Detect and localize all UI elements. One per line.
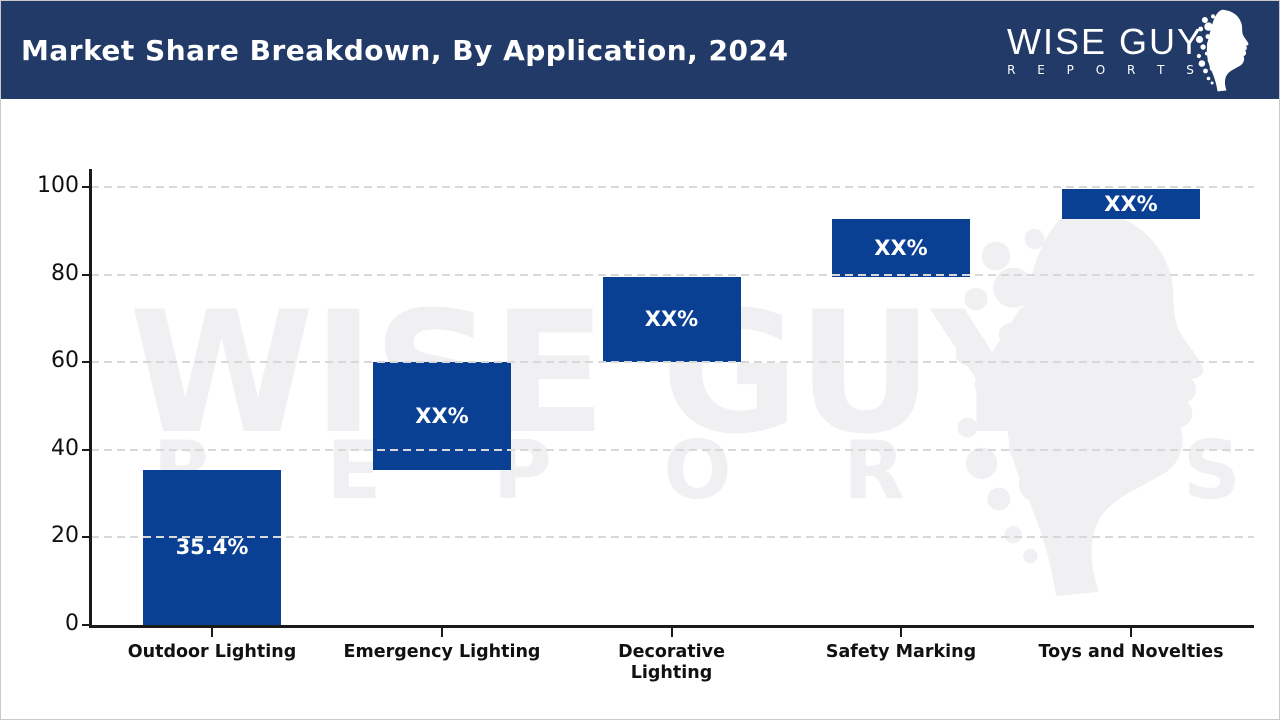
y-tick-label-80: 80 xyxy=(51,260,79,286)
y-tick-100 xyxy=(82,186,91,188)
bar-toys-and-novelties: XX% xyxy=(1062,188,1200,219)
x-tick-0 xyxy=(211,628,213,637)
bar-decorative-lighting: XX% xyxy=(602,276,741,363)
logo-text: WISE GUY R E P O R T S xyxy=(1006,21,1203,77)
gridline-100 xyxy=(91,186,1254,188)
wiseguy-logo: WISE GUY R E P O R T S xyxy=(1007,8,1267,92)
y-axis-line xyxy=(89,169,92,628)
y-tick-label-40: 40 xyxy=(51,435,79,461)
bar-outdoor-lighting: 35.4% xyxy=(143,469,281,625)
y-tick-80 xyxy=(82,273,91,276)
logo-name: WISE GUY xyxy=(1006,21,1203,62)
y-tick-60 xyxy=(82,361,91,364)
chart-area: WISE GUY R E P O R T S xyxy=(1,99,1279,719)
wiseguy-face-watermark-icon xyxy=(953,199,1256,603)
x-tick-1 xyxy=(441,628,443,637)
x-tick-3 xyxy=(900,628,902,637)
bar-value-label: XX% xyxy=(1104,191,1158,216)
x-tick-label-4: Toys and Novelties xyxy=(1038,642,1224,662)
x-tick-2 xyxy=(670,628,673,637)
y-tick-40 xyxy=(82,448,91,451)
gridline-20 xyxy=(91,536,1254,539)
y-tick-20 xyxy=(82,536,91,539)
watermark-text: WISE GUY xyxy=(129,275,1053,471)
y-tick-label-100: 100 xyxy=(37,173,79,198)
bar-value-label: 35.4% xyxy=(175,535,249,560)
wiseguy-face-logo-icon xyxy=(1189,8,1267,92)
page-title: Market Share Breakdown, By Application, … xyxy=(21,33,789,67)
x-axis-line xyxy=(89,625,1254,628)
y-tick-0 xyxy=(82,624,91,626)
y-tick-label-20: 20 xyxy=(51,523,79,549)
bar-emergency-lighting: XX% xyxy=(373,362,511,470)
bar-value-label: XX% xyxy=(874,235,928,260)
header-bar: Market Share Breakdown, By Application, … xyxy=(1,1,1279,99)
x-tick-label-3: Safety Marking xyxy=(825,642,977,662)
x-tick-4 xyxy=(1130,628,1132,637)
x-tick-label-2: Decorative Lighting xyxy=(618,642,725,683)
bar-value-label: XX% xyxy=(644,307,699,332)
y-tick-label-60: 60 xyxy=(51,348,79,374)
gridline-40 xyxy=(91,448,1254,451)
x-tick-label-0: Outdoor Lighting xyxy=(127,642,297,662)
gridline-80 xyxy=(91,273,1254,276)
bar-safety-marking: XX% xyxy=(832,218,970,277)
logo-subtitle: R E P O R T S xyxy=(1007,63,1203,77)
x-tick-label-1: Emergency Lighting xyxy=(343,642,541,662)
y-tick-label-0: 0 xyxy=(65,611,79,636)
bar-value-label: XX% xyxy=(415,404,469,429)
gridline-60 xyxy=(91,361,1254,364)
